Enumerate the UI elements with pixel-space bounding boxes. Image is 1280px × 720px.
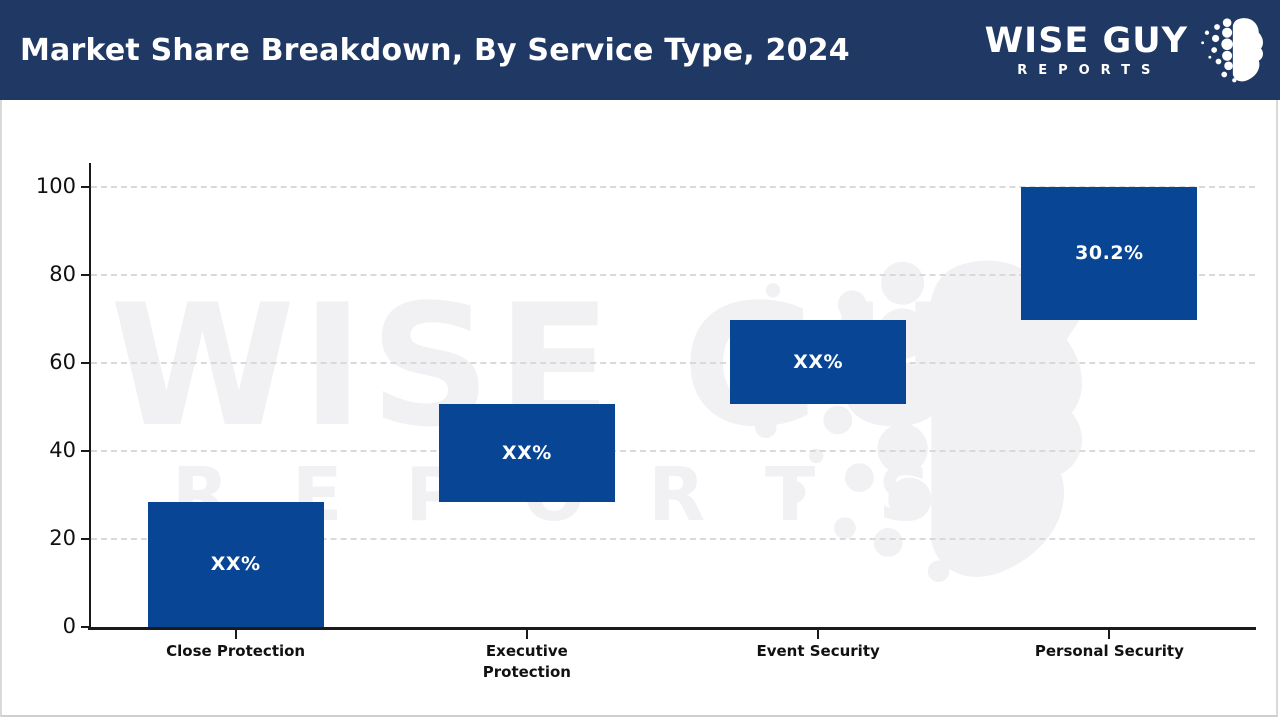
x-tick-mark: [817, 630, 820, 639]
x-tick-mark: [1108, 630, 1111, 639]
logo-wordmark: WISE GUY: [984, 20, 1188, 61]
x-category-label: Event Security: [756, 642, 880, 660]
gridline-20: [91, 538, 1255, 540]
x-category-label: Executive Protection: [482, 642, 571, 681]
bar-value-label: XX%: [793, 350, 844, 373]
wiseguy-logo: WISE GUY REPORTS: [985, 0, 1266, 100]
x-category-label: Personal Security: [1034, 642, 1184, 660]
gridline-40: [91, 450, 1255, 452]
y-tick-mark: [81, 538, 90, 540]
gridline-100: [91, 186, 1255, 188]
header-bar: Market Share Breakdown, By Service Type,…: [0, 0, 1280, 100]
wiseguy-logo-text: WISE GUY REPORTS: [984, 20, 1188, 78]
y-tick-label: 60: [49, 350, 76, 374]
bar-segment: XX%: [147, 501, 324, 627]
bar-segment: XX%: [730, 319, 907, 404]
y-axis-spine: [89, 163, 91, 629]
y-tick-label: 0: [62, 614, 76, 638]
y-tick-mark: [81, 274, 90, 276]
x-tick-mark: [234, 630, 237, 639]
wiseguy-face-icon: [1201, 18, 1264, 83]
bar-value-label: 30.2%: [1075, 242, 1144, 265]
y-tick-mark: [81, 626, 90, 628]
logo-subtitle: REPORTS: [1017, 62, 1162, 78]
y-tick-label: 40: [49, 438, 76, 462]
y-tick-mark: [81, 362, 90, 364]
bar-segment: 30.2%: [1021, 187, 1198, 320]
y-tick-mark: [81, 450, 90, 452]
y-tick-label: 20: [49, 526, 76, 550]
y-tick-mark: [81, 186, 90, 188]
bar-value-label: XX%: [501, 441, 552, 464]
gridline-60: [91, 362, 1255, 364]
x-tick-mark: [525, 630, 528, 639]
page-title: Market Share Breakdown, By Service Type,…: [20, 32, 850, 68]
bar-segment: XX%: [438, 403, 615, 502]
y-tick-label: 80: [49, 262, 76, 286]
gridline-80: [91, 274, 1255, 276]
x-axis-spine: [88, 627, 1256, 630]
bar-value-label: XX%: [210, 553, 261, 576]
y-tick-label: 100: [35, 174, 76, 198]
x-category-label: Close Protection: [166, 642, 306, 660]
